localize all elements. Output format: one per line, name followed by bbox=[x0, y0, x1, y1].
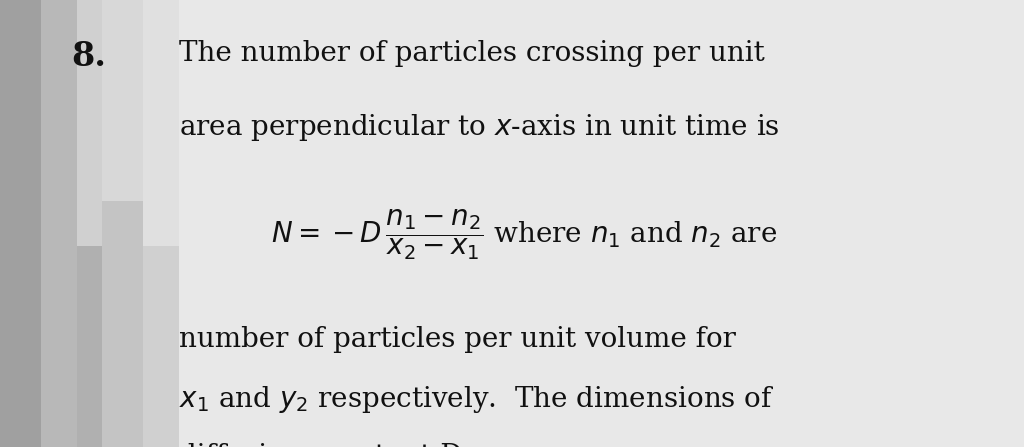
Text: diffusion constant D are: diffusion constant D are bbox=[179, 443, 518, 447]
Text: $x_1$ and $y_2$ respectively.  The dimensions of: $x_1$ and $y_2$ respectively. The dimens… bbox=[179, 384, 775, 415]
Bar bbox=[179, 0, 1024, 447]
Bar bbox=[41, 0, 77, 447]
Text: The number of particles crossing per unit: The number of particles crossing per uni… bbox=[179, 40, 765, 67]
Text: number of particles per unit volume for: number of particles per unit volume for bbox=[179, 326, 736, 353]
Bar bbox=[0, 0, 41, 447]
Text: area perpendicular to $x$-axis in unit time is: area perpendicular to $x$-axis in unit t… bbox=[179, 112, 780, 143]
Bar bbox=[102, 201, 143, 447]
Bar bbox=[77, 0, 102, 246]
Bar bbox=[143, 0, 179, 246]
Bar bbox=[102, 0, 143, 201]
Text: $N = -D\,\dfrac{n_1 - n_2}{x_2 - x_1}$ where $n_1$ and $n_2$ are: $N = -D\,\dfrac{n_1 - n_2}{x_2 - x_1}$ w… bbox=[271, 208, 777, 262]
Bar bbox=[143, 246, 179, 447]
Bar bbox=[77, 246, 102, 447]
Text: 8.: 8. bbox=[72, 40, 106, 73]
